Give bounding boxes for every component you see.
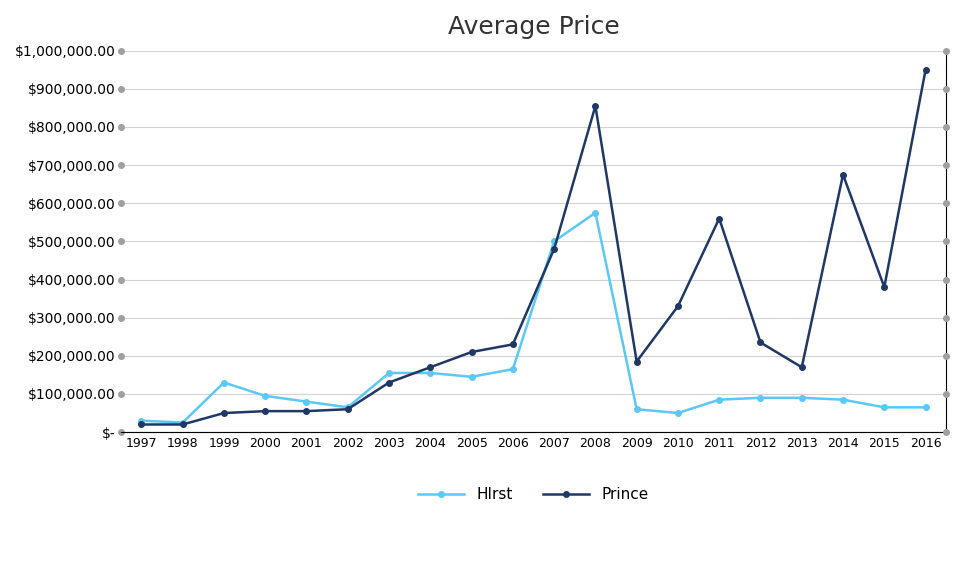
- Title: Average Price: Average Price: [447, 15, 619, 39]
- Prince: [672, 303, 683, 310]
- Prince: [549, 245, 560, 252]
- HIrst: [259, 392, 271, 399]
- HIrst: [713, 396, 725, 403]
- Prince: [301, 408, 312, 414]
- Prince: [755, 339, 766, 346]
- Prince: [796, 364, 808, 370]
- Prince: [424, 364, 436, 370]
- Prince: [384, 379, 395, 386]
- HIrst: [920, 404, 931, 410]
- HIrst: [384, 370, 395, 377]
- HIrst: [755, 395, 766, 401]
- HIrst: [507, 366, 519, 373]
- Prince: [176, 421, 188, 428]
- Legend: HIrst, Prince: HIrst, Prince: [413, 481, 655, 508]
- HIrst: [796, 395, 808, 401]
- HIrst: [838, 396, 849, 403]
- Prince: [342, 406, 354, 413]
- HIrst: [549, 238, 560, 245]
- HIrst: [218, 379, 229, 386]
- Prince: [920, 66, 931, 73]
- Prince: [590, 102, 602, 109]
- HIrst: [466, 373, 477, 380]
- Prince: [713, 215, 725, 222]
- HIrst: [342, 404, 354, 410]
- Prince: [838, 171, 849, 178]
- Prince: [507, 341, 519, 348]
- HIrst: [590, 209, 602, 216]
- Prince: [630, 358, 642, 365]
- HIrst: [424, 370, 436, 377]
- Prince: [218, 410, 229, 417]
- HIrst: [878, 404, 890, 410]
- HIrst: [672, 410, 683, 417]
- Prince: [259, 408, 271, 414]
- Prince: [878, 284, 890, 291]
- Prince: [466, 348, 477, 355]
- HIrst: [301, 398, 312, 405]
- Line: Prince: Prince: [139, 67, 928, 427]
- HIrst: [176, 419, 188, 426]
- Prince: [136, 421, 147, 428]
- HIrst: [630, 406, 642, 413]
- HIrst: [136, 417, 147, 424]
- Line: HIrst: HIrst: [139, 210, 928, 426]
